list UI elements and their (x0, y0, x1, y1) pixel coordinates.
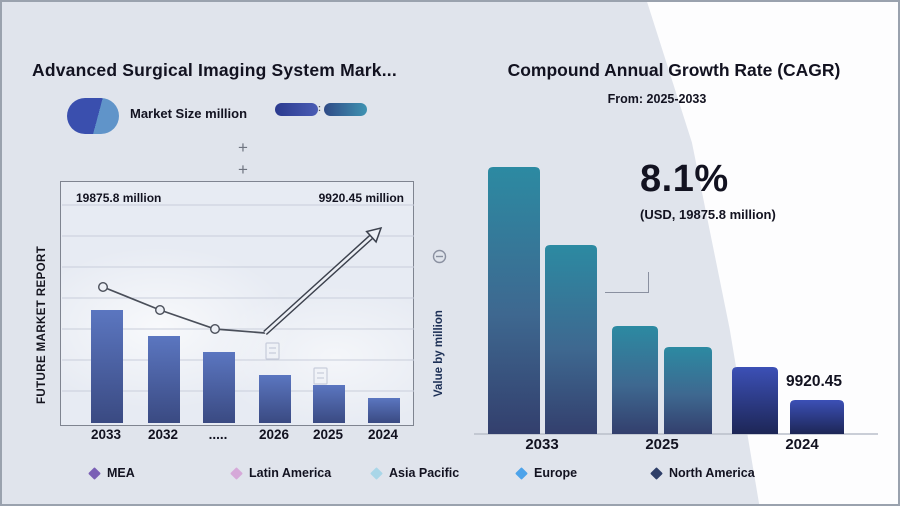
legend-item-north-america: North America (650, 466, 755, 480)
right-chart-title: Compound Annual Growth Rate (CAGR) (507, 60, 841, 80)
cagr-bar-2025 (612, 326, 658, 434)
ratio-pill-teal-icon (324, 103, 367, 116)
watermark-doc-icon (265, 342, 280, 360)
value-2024-label: 9920.45 (786, 373, 843, 390)
legend-label: North America (669, 466, 755, 480)
market-size-bar (313, 385, 345, 423)
ratio-pill-blue-icon (275, 103, 318, 116)
legend-label: Asia Pacific (389, 466, 460, 480)
asia-pacific-diamond-icon (370, 466, 383, 480)
x-tick-left-2032: 2032 (147, 427, 179, 442)
trend-marker (98, 281, 109, 292)
growth-arrowhead (365, 226, 383, 244)
x-tick-right-2024: 2024 (785, 436, 819, 453)
right-chart-subtitle: From: 2025-2033 (607, 92, 707, 106)
cagr-bar-2025 (664, 347, 712, 434)
trend-marker (209, 323, 220, 334)
step-line-decoration (605, 272, 649, 293)
x-tick-right-2033: 2033 (525, 436, 559, 453)
minus-circle-icon (432, 249, 447, 264)
trend-marker (154, 304, 165, 315)
watermark-doc-icon (313, 367, 328, 385)
market-size-bar (368, 398, 400, 423)
x-tick-left-2026: 2026 (258, 427, 290, 442)
legend-item-latin-america: Latin America (230, 466, 332, 480)
x-tick-left-dots: ..... (208, 427, 228, 442)
cagr-bar-2024 (790, 400, 844, 434)
market-size-bar (259, 375, 291, 423)
legend-label: Europe (534, 466, 578, 480)
cagr-bar-2033 (488, 167, 540, 434)
market-size-bar (203, 352, 235, 423)
legend-label: MEA (107, 466, 135, 480)
market-size-legend-icon (67, 98, 119, 134)
left-chart-title: Advanced Surgical Imaging System Mark... (32, 60, 397, 80)
x-tick-right-2025: 2025 (645, 436, 679, 453)
legend-item-europe: Europe (515, 466, 578, 480)
cagr-bar-2033 (545, 245, 597, 434)
market-size-legend-label: Market Size million (130, 106, 248, 121)
x-tick-left-2024: 2024 (367, 427, 399, 442)
x-tick-left-2025: 2025 (312, 427, 344, 442)
market-size-chart: 19875.8 million 9920.45 million (60, 181, 414, 426)
market-size-bar (91, 310, 123, 423)
cagr-value: 8.1% (640, 158, 729, 200)
value-axis-label: Value by million (433, 310, 445, 398)
x-tick-left-2033: 2033 (90, 427, 122, 442)
left-axis-watermark: FUTURE MARKET REPORT (36, 245, 48, 405)
plus-decoration: + (238, 138, 248, 157)
mea-diamond-icon (88, 466, 101, 480)
europe-diamond-icon (515, 466, 528, 480)
trend-line (102, 286, 266, 334)
north-america-diamond-icon (650, 466, 663, 480)
cagr-note: (USD, 19875.8 million) (640, 207, 776, 222)
cagr-bar-2024 (732, 367, 778, 434)
plus-decoration: + (238, 160, 248, 179)
cagr-chart-svg (474, 167, 878, 435)
ratio-colon: : (318, 103, 321, 113)
market-size-chart-svg (62, 204, 414, 423)
legend-item-mea: MEA (88, 466, 135, 480)
market-size-bar (148, 336, 180, 423)
start-value-label: 19875.8 million (76, 191, 162, 205)
latin-america-diamond-icon (230, 466, 243, 480)
end-value-label: 9920.45 million (318, 191, 404, 205)
legend-item-asia-pacific: Asia Pacific (370, 466, 460, 480)
legend-label: Latin America (249, 466, 332, 480)
